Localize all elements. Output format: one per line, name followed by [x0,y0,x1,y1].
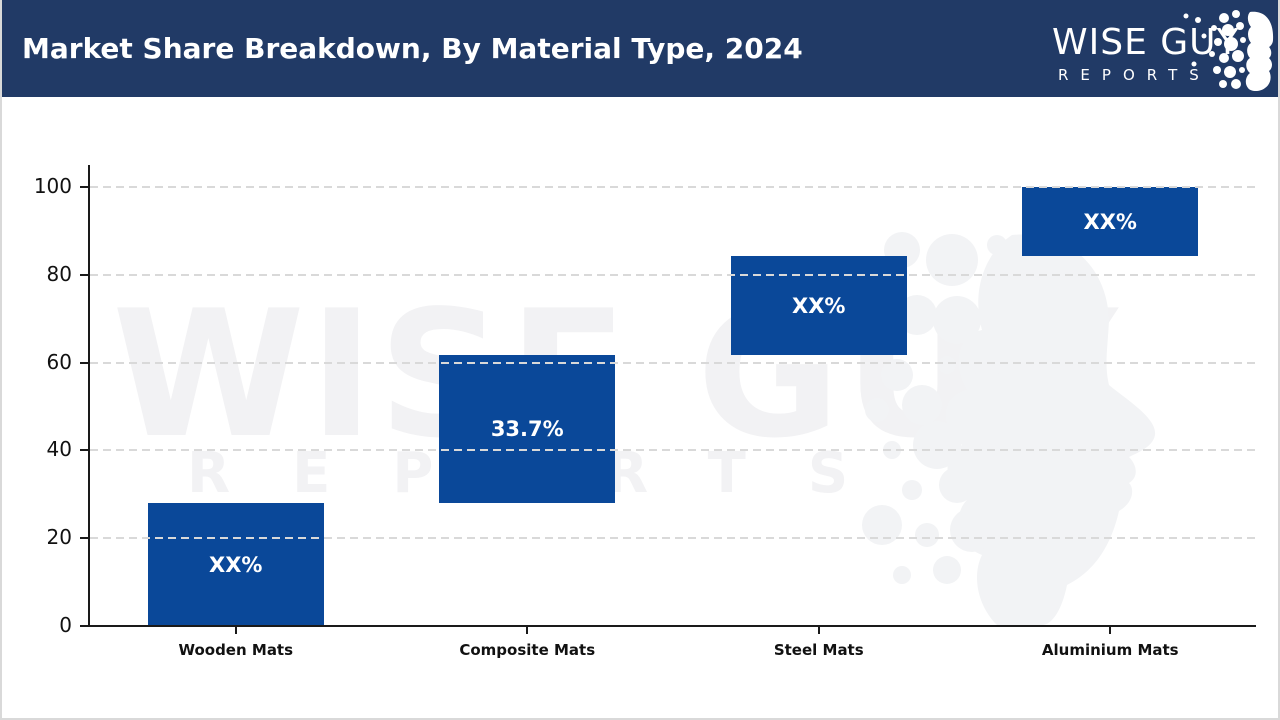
y-tick-mark [80,449,89,452]
y-tick-label: 20 [46,525,72,550]
y-tick-mark [80,537,89,540]
y-axis-line [88,165,90,627]
x-category-label: Wooden Mats [178,641,294,659]
gridline-80 [90,273,1256,276]
y-tick-label: 0 [59,613,72,637]
brand-logo-name: WISE GUY [1052,22,1240,63]
gridline-40 [90,449,1256,452]
y-tick-label: 100 [33,174,72,198]
gridline-100 [90,186,1256,188]
x-category-label: Composite Mats [459,641,596,659]
brand-logo-subname: REPORTS [1058,66,1211,84]
bar-composite-mats: 33.7% [439,355,616,504]
y-tick-label: 80 [46,261,72,286]
x-category-label: Steel Mats [773,641,864,659]
bar-steel-mats: XX% [730,256,907,356]
y-tick-mark [80,186,89,188]
x-category-label: Aluminium Mats [1041,641,1179,659]
y-tick-label: 60 [46,349,72,374]
y-tick-mark [80,625,89,627]
bar-value-label: 33.7% [490,417,564,442]
brand-logo-head-icon [1183,10,1274,91]
y-tick-mark [80,361,89,364]
brand-logo: WISE GUY REPORTS [1018,8,1274,92]
header-bar: Market Share Breakdown, By Material Type… [2,0,1278,97]
bar-value-label: XX% [209,552,263,577]
x-tick-mark [1109,627,1112,634]
x-tick-mark [234,627,237,634]
y-tick-label: 40 [46,437,72,462]
x-axis-line [88,625,1256,627]
bar-value-label: XX% [1083,209,1137,234]
gridline-60 [90,361,1256,364]
bar-wooden-mats: XX% [147,503,324,626]
y-tick-mark [80,273,89,276]
bar-value-label: XX% [792,293,846,318]
bar-aluminium-mats: XX% [1022,187,1199,257]
gridline-20 [90,537,1256,540]
x-tick-mark [817,627,820,634]
page-title: Market Share Breakdown, By Material Type… [22,32,803,65]
x-tick-mark [526,627,529,634]
